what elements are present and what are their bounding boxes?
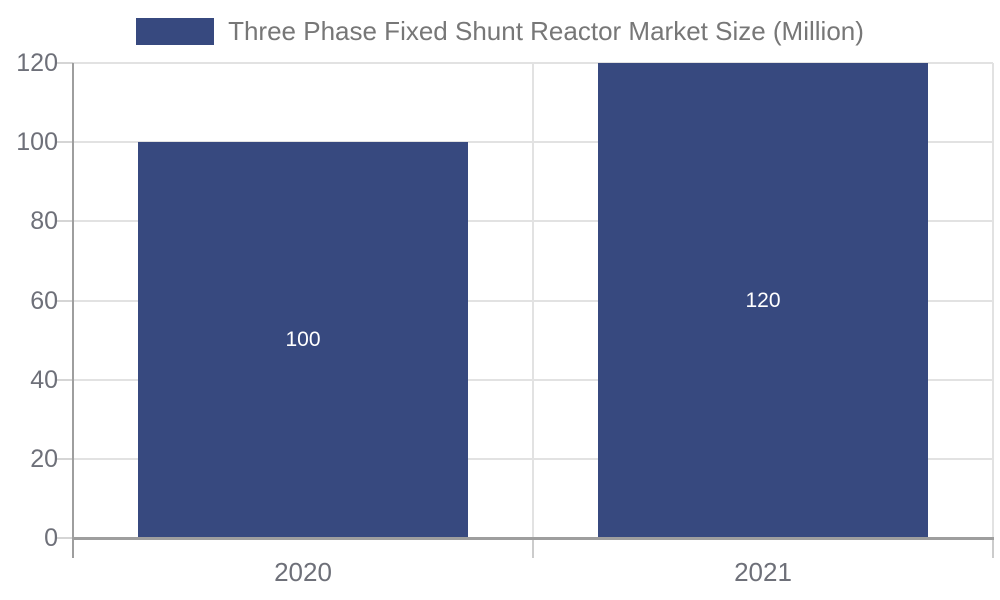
y-axis-tick: [56, 379, 73, 381]
bar-value-label: 120: [745, 289, 781, 312]
legend[interactable]: Three Phase Fixed Shunt Reactor Market S…: [0, 14, 1000, 48]
y-tick-label: 120: [16, 49, 58, 77]
bar-2020: [138, 142, 468, 538]
x-axis-tick: [532, 538, 534, 558]
y-tick-label: 100: [16, 128, 58, 156]
gridline-x-boundary: [992, 63, 994, 538]
y-axis-tick: [56, 537, 73, 539]
y-tick-label: 60: [30, 287, 58, 315]
bar-2021: [598, 63, 928, 538]
y-axis-tick: [56, 300, 73, 302]
x-tick-label: 2020: [274, 557, 332, 587]
y-axis-tick: [56, 458, 73, 460]
y-axis-tick: [56, 220, 73, 222]
x-axis-tick: [992, 538, 994, 558]
y-tick-label: 80: [30, 207, 58, 235]
bar-value-label: 100: [285, 328, 321, 351]
y-axis-tick: [56, 141, 73, 143]
y-tick-label: 40: [30, 366, 58, 394]
legend-label[interactable]: Three Phase Fixed Shunt Reactor Market S…: [228, 16, 864, 46]
gridline-x-boundary: [532, 63, 534, 538]
y-tick-label: 20: [30, 445, 58, 473]
x-tick-label: 2021: [734, 557, 792, 587]
y-tick-label: 0: [44, 524, 58, 552]
y-axis-line: [72, 63, 74, 558]
legend-swatch[interactable]: [136, 17, 215, 45]
x-axis-line: [72, 537, 994, 540]
y-axis-tick: [56, 62, 73, 64]
